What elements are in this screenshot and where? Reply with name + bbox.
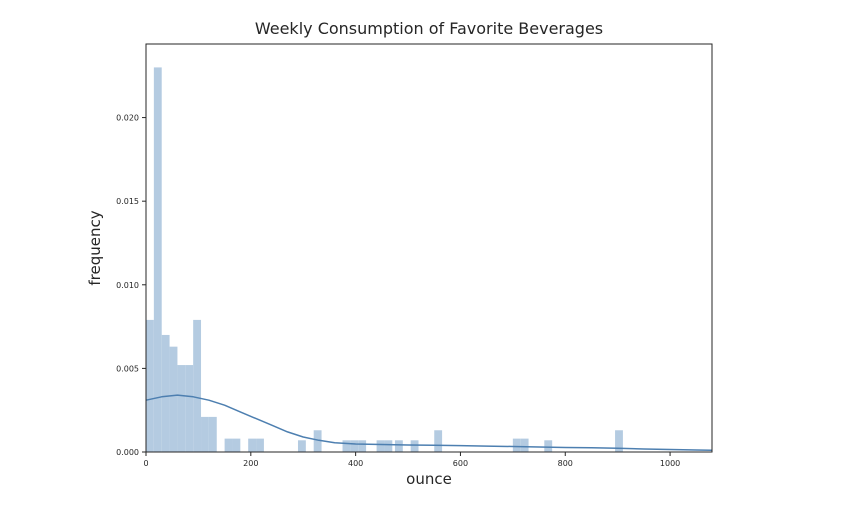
histogram-bar xyxy=(232,438,241,452)
y-tick-label: 0.020 xyxy=(116,114,139,123)
chart-title: Weekly Consumption of Favorite Beverages xyxy=(255,19,603,38)
histogram-bar xyxy=(193,319,202,452)
x-tick-label: 800 xyxy=(558,459,573,468)
y-tick-label: 0.015 xyxy=(116,197,139,206)
plot-border xyxy=(145,43,713,453)
x-tick-label: 600 xyxy=(453,459,468,468)
histogram-bar xyxy=(410,440,419,452)
histogram-bar xyxy=(224,438,233,452)
y-tick-label: 0.005 xyxy=(116,364,139,373)
histogram-bar xyxy=(394,440,403,452)
histogram-bar xyxy=(544,440,553,452)
histogram-bar xyxy=(208,416,217,452)
y-axis-label: frequency xyxy=(86,210,104,285)
histogram-bar xyxy=(153,67,162,452)
histogram-bar xyxy=(384,440,393,452)
x-tick-label: 200 xyxy=(243,459,258,468)
histogram-bar xyxy=(512,438,521,452)
histogram-bar xyxy=(256,438,264,452)
y-axis-ticks: 0.000 0.005 0.010 0.015 0.020 xyxy=(116,114,146,457)
x-axis-label: ounce xyxy=(406,470,452,488)
histogram-bar xyxy=(146,319,154,452)
x-tick-label: 1000 xyxy=(660,459,680,468)
kde-curve xyxy=(145,394,713,452)
histogram-bar xyxy=(297,440,306,452)
y-tick-label: 0.000 xyxy=(116,448,139,457)
histogram-bar xyxy=(201,416,209,452)
histogram-bar xyxy=(520,438,529,452)
histogram-bar xyxy=(161,334,170,452)
histogram-bar xyxy=(313,430,322,452)
histogram-bar xyxy=(358,440,367,452)
histogram-bars xyxy=(146,67,623,452)
histogram-bar xyxy=(615,430,623,452)
histogram-bar xyxy=(434,430,443,452)
x-tick-label: 0 xyxy=(143,459,148,468)
x-tick-label: 400 xyxy=(348,459,363,468)
histogram-bar xyxy=(342,440,351,452)
histogram-bar xyxy=(177,365,186,452)
y-tick-label: 0.010 xyxy=(116,281,139,290)
histogram-bar xyxy=(185,365,194,452)
histogram-bar xyxy=(350,440,359,452)
histogram-bar xyxy=(376,440,385,452)
histogram-bar xyxy=(169,346,178,452)
histogram-bar xyxy=(248,438,257,452)
x-axis-ticks: 0 200 400 600 800 1000 xyxy=(143,452,680,468)
